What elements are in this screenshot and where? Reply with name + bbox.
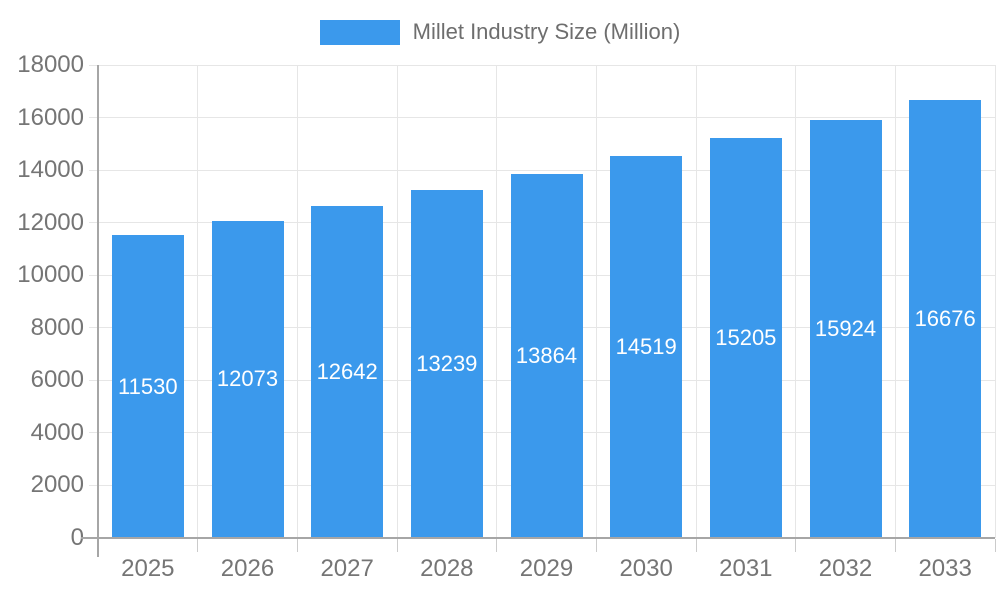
- legend-label: Millet Industry Size (Million): [412, 19, 681, 44]
- bar-value-label: 11530: [118, 373, 178, 399]
- y-axis-label: 2000: [30, 471, 84, 499]
- y-axis-tick: [89, 117, 97, 119]
- bar-value-label: 12642: [316, 358, 378, 384]
- x-axis-tick: [197, 539, 199, 552]
- y-axis-tick: [89, 379, 97, 381]
- v-gridline: [894, 65, 896, 538]
- x-axis-label: 2031: [719, 555, 773, 582]
- x-axis-tick: [695, 539, 697, 552]
- x-axis-label: 2028: [420, 555, 474, 582]
- y-axis-tick: [89, 169, 97, 171]
- y-axis-label: 10000: [17, 261, 84, 289]
- bar: 16676: [909, 99, 982, 538]
- x-axis-label: 2026: [220, 555, 275, 582]
- bar: 14519: [610, 156, 683, 538]
- x-axis-label: 2032: [818, 555, 873, 582]
- bar: 15205: [709, 138, 782, 538]
- y-axis-label: 6000: [30, 366, 84, 394]
- legend-swatch: [319, 19, 400, 45]
- bar: 11530: [111, 235, 184, 538]
- x-axis-tick: [994, 539, 996, 552]
- x-axis-tick: [795, 539, 797, 552]
- y-axis-tick: [89, 484, 97, 486]
- y-axis-label: 12000: [17, 208, 84, 236]
- bar-value-label: 12073: [216, 366, 279, 392]
- bar: 13239: [410, 190, 483, 538]
- y-axis-label: 8000: [30, 313, 84, 341]
- h-gridline: [98, 169, 995, 171]
- bar: 12073: [211, 220, 284, 538]
- y-axis-label: 18000: [17, 51, 84, 78]
- x-axis-tick: [894, 539, 896, 552]
- y-axis-tick: [89, 327, 97, 329]
- legend: Millet Industry Size (Million): [0, 15, 1000, 49]
- bar-value-label: 13239: [416, 351, 478, 377]
- v-gridline: [695, 65, 697, 538]
- v-gridline: [197, 65, 199, 538]
- x-axis-tick: [396, 539, 398, 552]
- y-axis-label: 16000: [17, 103, 84, 131]
- v-gridline: [396, 65, 398, 538]
- bar: 12642: [311, 205, 384, 538]
- x-axis-line: [81, 537, 995, 539]
- bar-value-label: 15205: [715, 325, 777, 351]
- x-axis-label: 2030: [619, 555, 673, 582]
- x-axis-label: 2029: [519, 555, 574, 582]
- bar-value-label: 13864: [515, 342, 578, 368]
- y-axis-tick: [89, 432, 97, 434]
- x-axis-label: 2025: [121, 555, 175, 582]
- v-gridline: [595, 65, 597, 538]
- v-gridline: [994, 65, 996, 538]
- bar-value-label: 14519: [615, 334, 677, 360]
- x-axis-label: 2033: [918, 555, 972, 582]
- y-axis-tick: [89, 274, 97, 276]
- x-axis-tick: [595, 539, 597, 552]
- y-axis-label: 4000: [30, 418, 84, 446]
- v-gridline: [296, 65, 298, 538]
- bar: 13864: [510, 173, 583, 538]
- y-axis-tick: [89, 64, 97, 66]
- y-axis-tick: [89, 222, 97, 224]
- bar-value-label: 16676: [914, 305, 976, 331]
- v-gridline: [795, 65, 797, 538]
- x-axis-tick: [496, 539, 498, 552]
- x-axis-tick: [296, 539, 298, 552]
- bar-value-label: 15924: [814, 315, 877, 341]
- h-gridline: [98, 64, 995, 66]
- x-axis-label: 2027: [320, 555, 374, 582]
- bar: 15924: [809, 119, 882, 538]
- v-gridline: [496, 65, 498, 538]
- y-axis-line: [97, 65, 99, 557]
- h-gridline: [98, 117, 995, 119]
- y-axis-label: 0: [70, 524, 84, 551]
- y-axis-label: 14000: [17, 156, 84, 184]
